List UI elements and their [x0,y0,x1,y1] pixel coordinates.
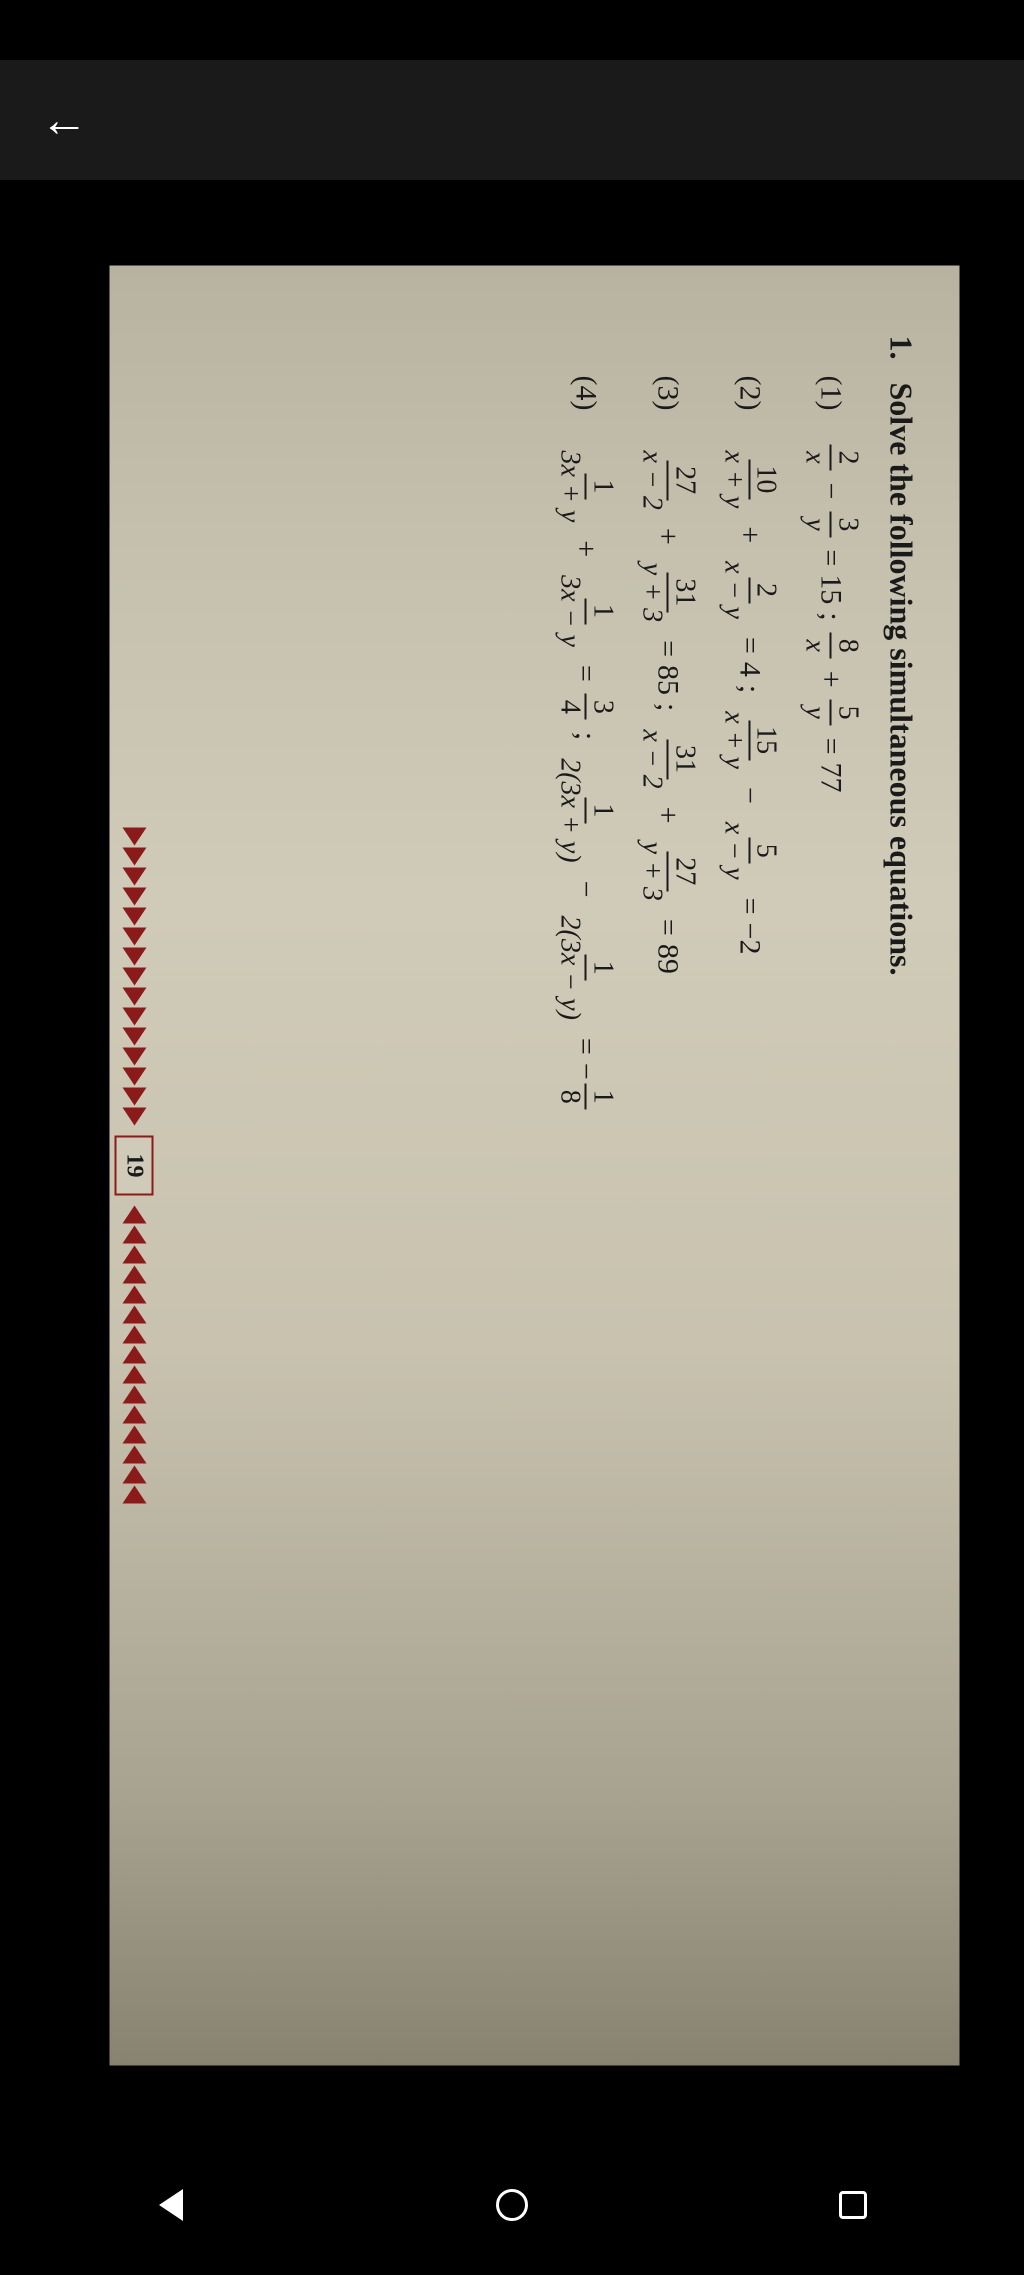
square-recent-icon [839,2191,867,2219]
problem-number: 1. [883,336,920,360]
back-arrow-icon[interactable]: ← [40,93,88,148]
android-home-button[interactable] [492,2185,532,2225]
page-number: 19 [115,1136,154,1196]
equation-body: 13x + y + 13x − y = 34 ; 12(3x + y) − 12… [554,441,618,1114]
app-nav-bar: ← [0,60,1024,180]
equation-label: (4) [569,376,603,421]
equation-body: 27x − 2 + 31y + 3 = 85 ; 31x − 2 + 27y +… [636,441,700,974]
status-bar [0,0,1024,60]
equation-label: (2) [732,376,766,421]
equation-row: (1) 2x − 3y = 15 ; 8x + 5y = 77 [799,376,863,2016]
triangles-right [123,1206,147,1504]
equation-list: (1) 2x − 3y = 15 ; 8x + 5y = 77 (2) [554,316,862,2016]
android-nav-bar [0,2135,1024,2275]
triangle-back-icon [159,2189,183,2221]
problem-header: 1. Solve the following simultaneous equa… [883,316,920,2016]
android-back-button[interactable] [151,2185,191,2225]
page-footer-decoration: 19 [110,266,160,2066]
equation-row: (2) 10x + y + 2x − y = 4 ; 15x + y − 5x … [717,376,781,2016]
equation-label: (3) [651,376,685,421]
equation-body: 2x − 3y = 15 ; 8x + 5y = 77 [799,441,863,793]
problem-title: Solve the following simultaneous equatio… [884,383,920,976]
triangles-left [123,828,147,1126]
image-content: 1. Solve the following simultaneous equa… [0,736,1024,1600]
circle-home-icon [496,2189,528,2221]
equation-body: 10x + y + 2x − y = 4 ; 15x + y − 5x − y … [717,441,781,955]
equation-row: (3) 27x − 2 + 31y + 3 = 85 ; 31x − 2 + 2… [636,376,700,2016]
textbook-page: 1. Solve the following simultaneous equa… [110,266,960,2066]
android-recent-button[interactable] [833,2185,873,2225]
equation-label: (1) [814,376,848,421]
equation-row: (4) 13x + y + 13x − y = 34 ; 12(3x + y) … [554,376,618,2016]
